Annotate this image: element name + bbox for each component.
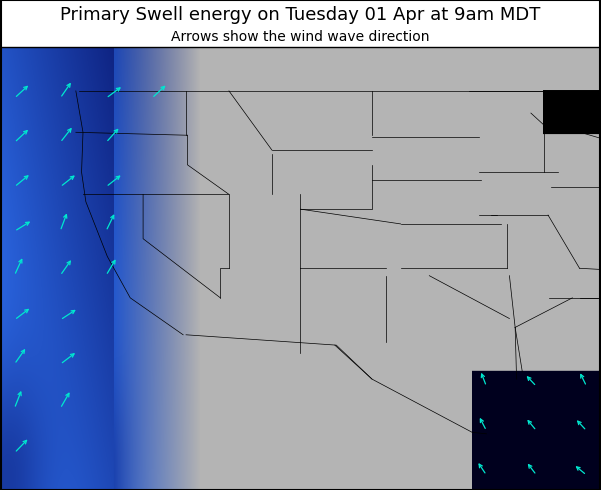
Text: Arrows show the wind wave direction: Arrows show the wind wave direction <box>171 30 430 44</box>
Text: Primary Swell energy on Tuesday 01 Apr at 9am MDT: Primary Swell energy on Tuesday 01 Apr a… <box>60 6 541 24</box>
